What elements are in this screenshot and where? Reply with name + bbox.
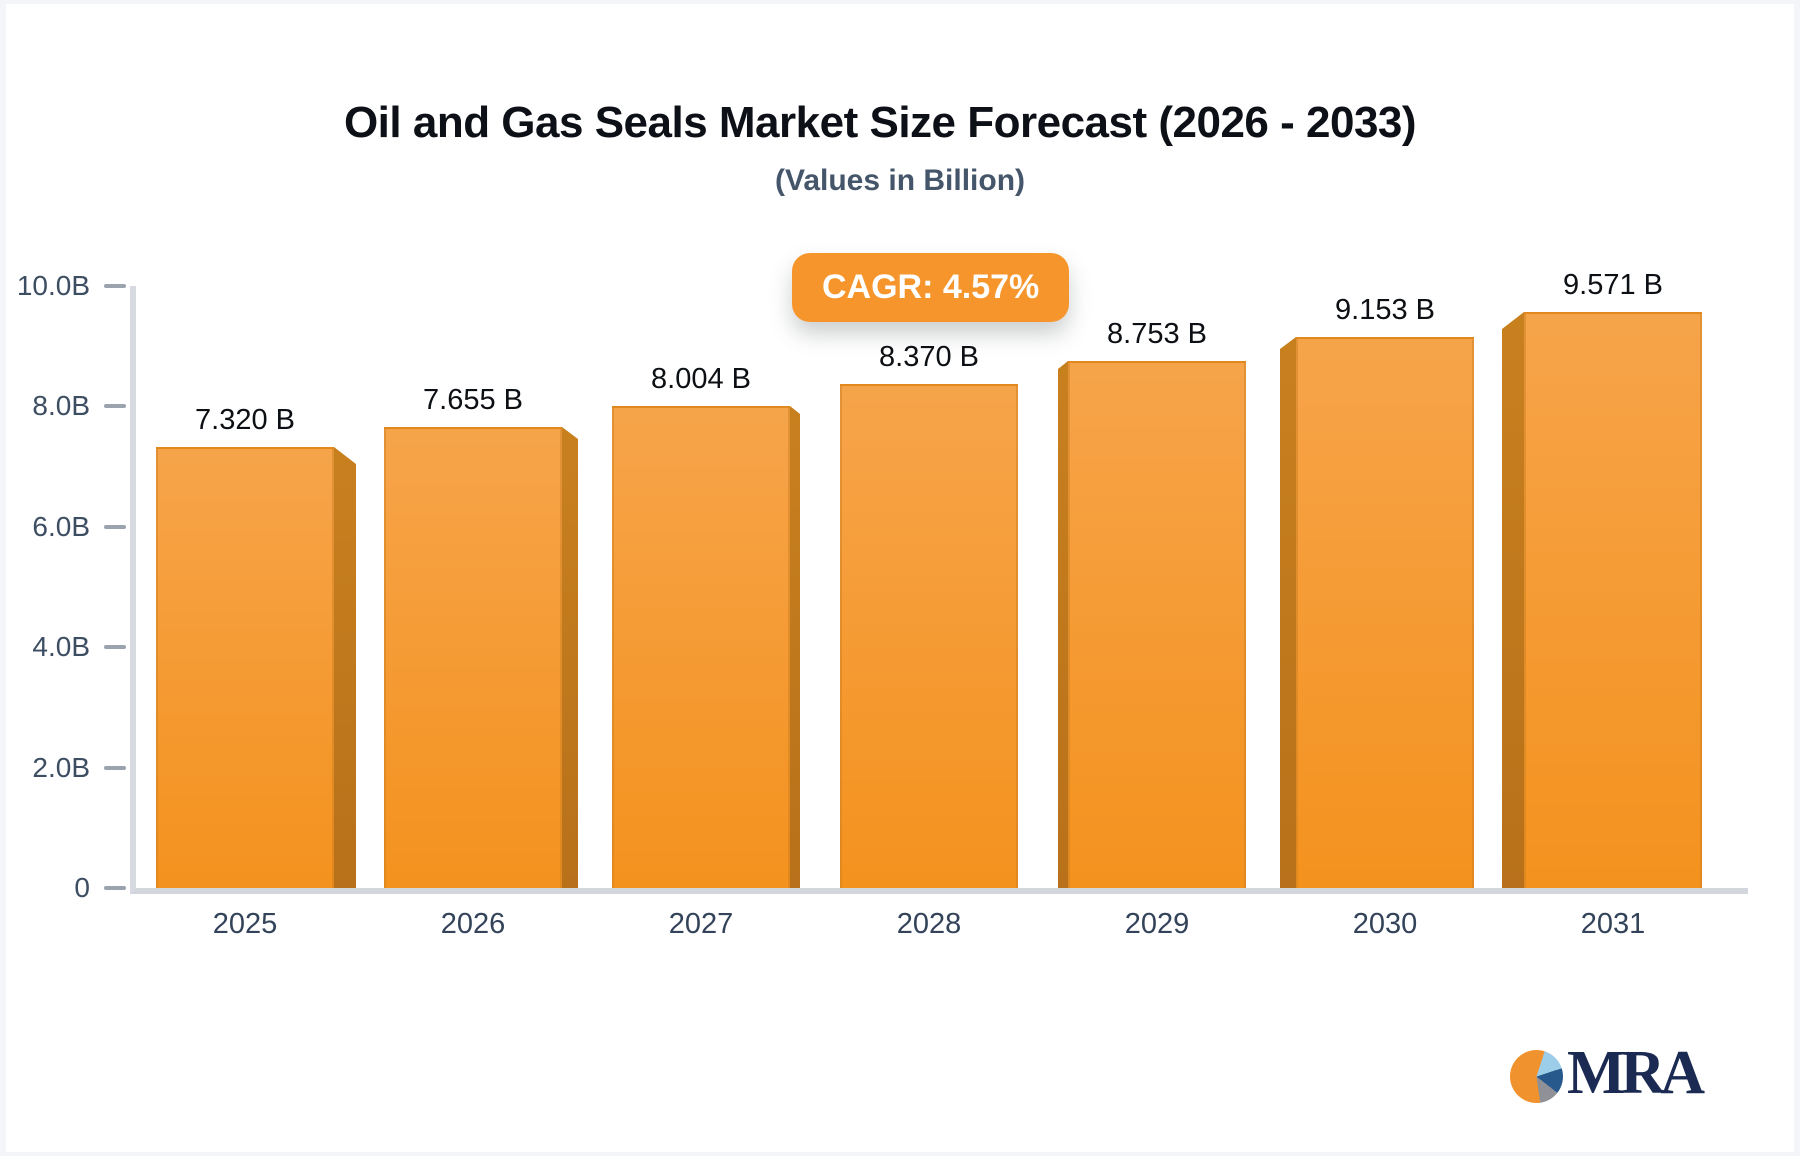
bar-value-label: 7.320 B <box>195 404 295 437</box>
x-axis-year-label: 2026 <box>440 908 506 940</box>
bar-3d-side <box>334 447 356 888</box>
bar-value-label: 8.370 B <box>879 341 979 374</box>
chart-title: Oil and Gas Seals Market Size Forecast (… <box>343 98 1417 147</box>
chart-card: Oil and Gas Seals Market Size Forecast (… <box>6 4 1794 1152</box>
bar-value-label: 8.004 B <box>651 363 751 396</box>
x-axis-year-label: 2025 <box>212 908 278 940</box>
y-tick-label: 2.0B <box>32 751 90 783</box>
y-axis-tick: 8.0B <box>6 390 126 422</box>
y-tick-label: 0 <box>74 872 90 903</box>
y-tick-label: 8.0B <box>32 390 90 422</box>
y-tick-dash <box>104 765 126 770</box>
y-tick-dash <box>104 886 126 890</box>
cagr-badge: CAGR: 4.57% <box>792 253 1070 322</box>
bar-3d-side <box>562 427 578 888</box>
bar-3d-side <box>790 406 800 888</box>
bar-value-label: 7.655 B <box>423 384 523 417</box>
x-axis-year-label: 2030 <box>1352 908 1418 940</box>
y-axis-tick: 10.0B <box>6 270 126 302</box>
y-axis-tick: 4.0B <box>6 631 126 663</box>
bar <box>612 406 790 888</box>
bar <box>840 384 1018 888</box>
y-tick-label: 4.0B <box>32 631 90 663</box>
brand-logo: MRA <box>1510 1039 1710 1108</box>
x-axis-year-label: 2027 <box>668 908 734 940</box>
bar-value-label: 8.753 B <box>1107 318 1207 351</box>
bar <box>1296 337 1474 888</box>
bar <box>1068 361 1246 888</box>
y-tick-dash <box>104 404 126 409</box>
plot-area: 0 2.0B 4.0B 6.0B 8.0B 10.0B 7.320 B 2025 7.655 B… <box>17 269 1748 940</box>
x-axis-year-label: 2029 <box>1124 908 1190 940</box>
bar <box>384 427 562 888</box>
y-axis-tick: 6.0B <box>6 511 126 543</box>
chart-subtitle: (Values in Billion) <box>774 164 1026 197</box>
bar-3d-side <box>1280 337 1296 888</box>
x-axis-year-label: 2031 <box>1580 908 1646 940</box>
bar-3d-side <box>1502 312 1524 888</box>
logo-text: MRA <box>1567 1039 1705 1107</box>
y-tick-label: 6.0B <box>32 510 90 542</box>
bar <box>1524 312 1702 888</box>
bar-value-label: 9.153 B <box>1335 294 1435 327</box>
y-tick-dash <box>104 284 126 288</box>
y-tick-label: 10.0B <box>16 270 90 301</box>
bar-3d-side <box>1058 361 1068 888</box>
bar <box>156 447 334 888</box>
y-tick-dash <box>104 524 126 529</box>
x-axis-year-label: 2028 <box>896 908 962 940</box>
y-axis-tick: 2.0B <box>6 752 126 784</box>
y-tick-dash <box>104 645 126 650</box>
pie-chart-logo-icon <box>1510 1049 1563 1103</box>
bar-value-label: 9.571 B <box>1563 269 1663 302</box>
y-axis-tick: 0 <box>6 872 126 904</box>
